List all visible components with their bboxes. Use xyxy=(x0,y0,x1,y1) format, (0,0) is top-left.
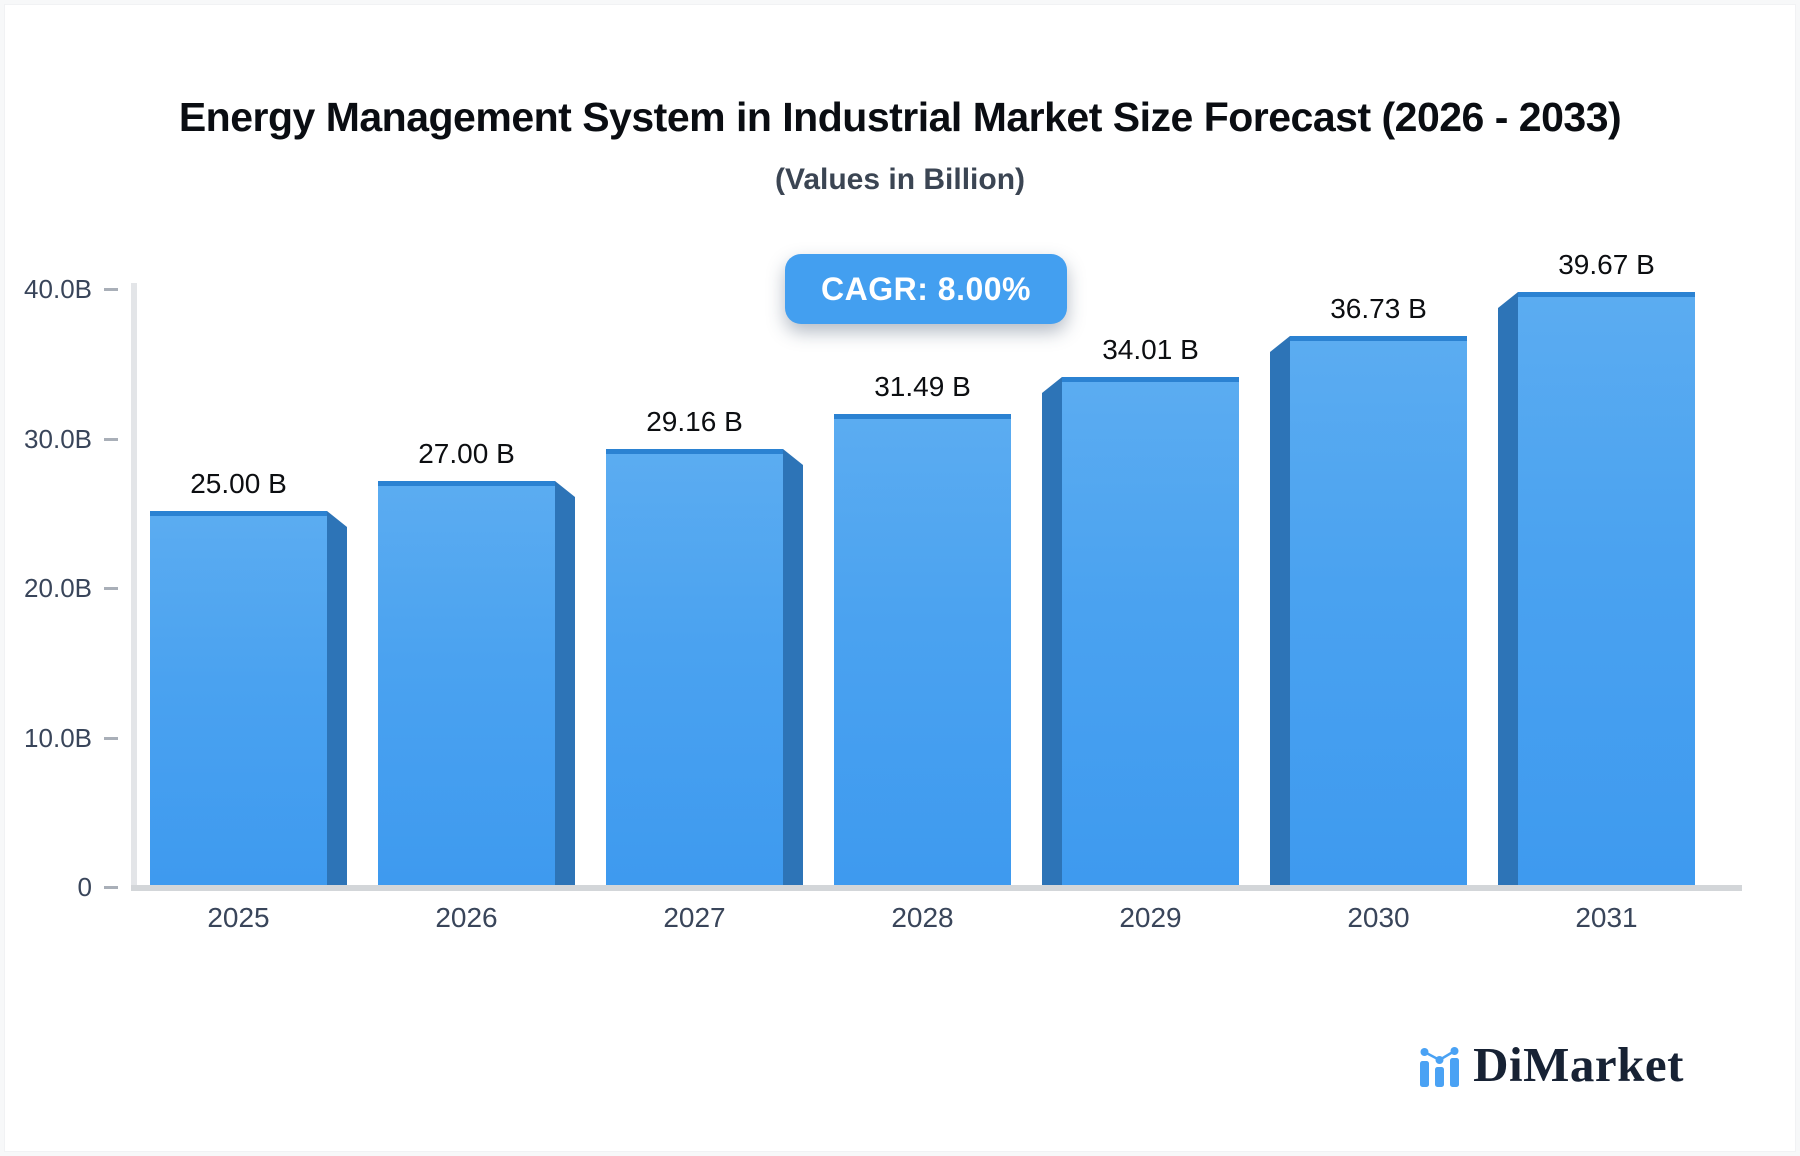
y-axis-line xyxy=(131,283,137,887)
brand-name: DiMarket xyxy=(1473,1037,1684,1092)
y-tick-dash xyxy=(104,288,118,291)
bar-2026[interactable] xyxy=(378,481,555,885)
bar-side-2027 xyxy=(783,449,803,885)
bar-side-2030 xyxy=(1270,336,1290,885)
y-tick-label: 0 xyxy=(77,872,92,902)
bar-2031[interactable] xyxy=(1518,292,1695,885)
x-tick-label-2029: 2029 xyxy=(1119,902,1182,933)
bar-2029[interactable] xyxy=(1062,377,1239,885)
bar-2030[interactable] xyxy=(1290,336,1467,885)
y-tick-dash xyxy=(104,587,118,590)
x-tick-label-2025: 2025 xyxy=(207,902,270,933)
x-axis-line xyxy=(131,885,1742,891)
bar-value-label-2029: 34.01 B xyxy=(1102,334,1199,365)
bar-value-label-2025: 25.00 B xyxy=(190,468,287,499)
y-tick-label: 10.0B xyxy=(24,722,92,753)
bar-side-2025 xyxy=(327,511,347,885)
bar-2025[interactable] xyxy=(150,511,327,885)
x-tick-label-2030: 2030 xyxy=(1347,902,1410,933)
y-tick-label: 30.0B xyxy=(24,423,92,454)
x-tick-label-2031: 2031 xyxy=(1575,902,1638,933)
x-tick-label-2026: 2026 xyxy=(435,902,498,933)
chart-title: Energy Management System in Industrial M… xyxy=(178,94,1622,140)
x-tick-label-2027: 2027 xyxy=(663,902,726,933)
y-tick-dash xyxy=(104,437,118,441)
bar-value-label-2031: 39.67 B xyxy=(1558,249,1655,280)
bar-side-2026 xyxy=(555,481,575,885)
cagr-badge: CAGR: 8.00% xyxy=(785,254,1067,324)
y-tick-label: 40.0B xyxy=(24,274,92,304)
cagr-badge-label: CAGR: 8.00% xyxy=(821,270,1031,307)
brand-logo[interactable]: DiMarket xyxy=(1419,1037,1684,1092)
y-tick-dash xyxy=(104,886,118,889)
bar-value-label-2027: 29.16 B xyxy=(646,406,743,437)
chart-subtitle: (Values in Billion) xyxy=(774,163,1026,196)
bar-side-2031 xyxy=(1498,292,1518,885)
bar-side-2029 xyxy=(1042,377,1062,885)
bar-2027[interactable] xyxy=(606,449,783,885)
x-tick-label-2028: 2028 xyxy=(891,902,954,933)
chart-trend-icon xyxy=(1420,1047,1460,1087)
bar-value-label-2028: 31.49 B xyxy=(874,371,971,402)
bar-value-label-2030: 36.73 B xyxy=(1330,293,1427,324)
y-tick-dash xyxy=(104,736,118,740)
bar-value-label-2026: 27.00 B xyxy=(418,438,515,469)
y-tick-label: 20.0B xyxy=(24,573,92,603)
bar-2028[interactable] xyxy=(834,414,1011,885)
